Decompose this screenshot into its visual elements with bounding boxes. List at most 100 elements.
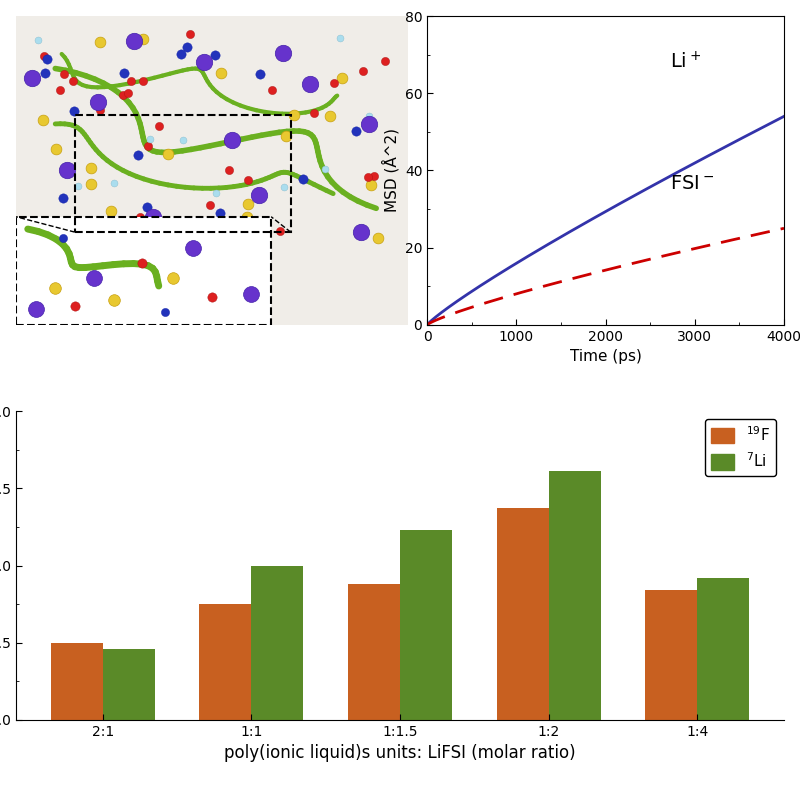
Point bbox=[318, 162, 331, 175]
Point bbox=[94, 36, 107, 49]
Point bbox=[206, 290, 218, 303]
Point bbox=[223, 164, 236, 177]
Point bbox=[149, 234, 162, 246]
Bar bbox=[697, 578, 749, 720]
Point bbox=[117, 88, 130, 101]
Point bbox=[253, 189, 266, 202]
Bar bbox=[497, 509, 549, 720]
Point bbox=[174, 47, 187, 60]
Point bbox=[214, 206, 226, 219]
Point bbox=[266, 84, 278, 97]
Point bbox=[66, 74, 79, 87]
Point bbox=[37, 232, 50, 245]
Point bbox=[357, 65, 370, 78]
Point bbox=[296, 173, 309, 186]
Point bbox=[127, 34, 140, 47]
Point bbox=[242, 198, 254, 211]
Text: Li$^+$: Li$^+$ bbox=[670, 51, 701, 73]
Point bbox=[379, 54, 392, 67]
Point bbox=[288, 109, 301, 122]
Point bbox=[38, 50, 51, 62]
Point bbox=[131, 149, 144, 162]
Point bbox=[32, 33, 45, 46]
Point bbox=[274, 225, 286, 238]
Point bbox=[165, 215, 178, 228]
Bar bbox=[251, 566, 303, 720]
Point bbox=[34, 240, 47, 253]
Point bbox=[67, 104, 80, 117]
Bar bbox=[16, 217, 271, 325]
Point bbox=[94, 103, 106, 116]
Point bbox=[104, 204, 117, 217]
Point bbox=[134, 210, 146, 223]
Point bbox=[209, 48, 222, 61]
Point bbox=[108, 176, 121, 189]
Point bbox=[54, 83, 67, 96]
Point bbox=[49, 282, 62, 294]
Point bbox=[304, 78, 317, 90]
Point bbox=[214, 66, 227, 79]
Point bbox=[226, 133, 238, 146]
Point bbox=[186, 241, 199, 254]
Point bbox=[351, 227, 364, 240]
Point bbox=[135, 257, 148, 270]
Point bbox=[158, 306, 171, 319]
Point bbox=[90, 216, 102, 229]
Point bbox=[143, 133, 156, 146]
Point bbox=[118, 66, 130, 79]
Point bbox=[147, 210, 160, 223]
Bar bbox=[348, 584, 400, 720]
Point bbox=[334, 31, 346, 44]
Point bbox=[214, 225, 226, 238]
Point bbox=[362, 110, 375, 122]
Point bbox=[94, 227, 106, 240]
X-axis label: poly(ionic liquid)s units: LiFSI (molar ratio): poly(ionic liquid)s units: LiFSI (molar … bbox=[224, 745, 576, 762]
Point bbox=[26, 71, 38, 84]
Point bbox=[307, 106, 320, 119]
Bar bbox=[75, 115, 290, 232]
Point bbox=[137, 33, 150, 46]
Point bbox=[153, 120, 166, 133]
Bar bbox=[199, 604, 251, 720]
Point bbox=[57, 232, 70, 245]
X-axis label: Time (ps): Time (ps) bbox=[570, 349, 642, 364]
Point bbox=[136, 74, 149, 87]
Point bbox=[242, 174, 254, 186]
Point bbox=[245, 287, 258, 300]
Point bbox=[362, 171, 374, 184]
Bar bbox=[645, 590, 697, 720]
Point bbox=[110, 218, 123, 230]
Point bbox=[177, 134, 190, 146]
Point bbox=[61, 164, 74, 177]
Point bbox=[222, 134, 234, 147]
Bar bbox=[400, 530, 452, 720]
Point bbox=[184, 28, 197, 41]
Point bbox=[122, 87, 134, 100]
Point bbox=[58, 68, 70, 81]
Point bbox=[57, 192, 70, 205]
Point bbox=[204, 198, 217, 211]
Point bbox=[278, 181, 290, 194]
Point bbox=[84, 178, 97, 191]
Point bbox=[69, 300, 82, 313]
Point bbox=[372, 231, 385, 244]
Y-axis label: MSD (Å^2): MSD (Å^2) bbox=[382, 128, 399, 212]
Point bbox=[327, 77, 340, 90]
Point bbox=[50, 142, 62, 155]
Point bbox=[38, 66, 51, 79]
Point bbox=[40, 53, 53, 66]
Point bbox=[254, 67, 267, 80]
Point bbox=[162, 148, 174, 161]
Point bbox=[88, 272, 101, 285]
Point bbox=[125, 74, 138, 87]
Point bbox=[277, 46, 290, 59]
Point bbox=[142, 139, 154, 152]
Point bbox=[335, 71, 348, 84]
Point bbox=[30, 303, 42, 316]
Point bbox=[166, 272, 179, 285]
Point bbox=[350, 125, 362, 138]
Point bbox=[92, 96, 105, 109]
Point bbox=[108, 294, 121, 306]
Point bbox=[210, 186, 222, 199]
Point bbox=[37, 113, 50, 126]
